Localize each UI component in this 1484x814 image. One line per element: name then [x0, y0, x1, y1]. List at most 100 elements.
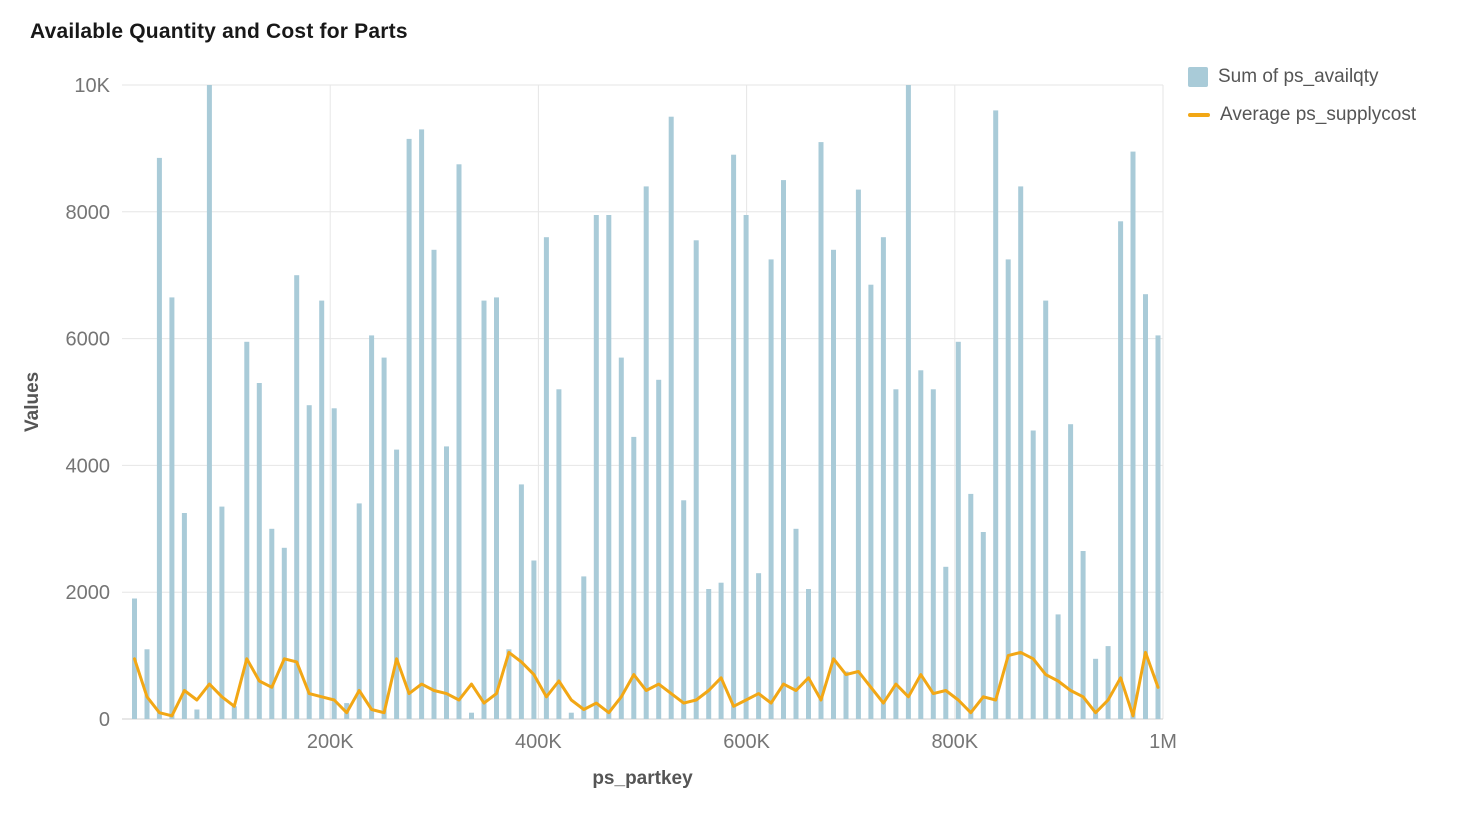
bar[interactable] — [656, 379, 662, 719]
bar[interactable] — [1005, 259, 1011, 719]
bar[interactable] — [169, 297, 175, 719]
bar[interactable] — [506, 649, 512, 719]
bar[interactable] — [843, 671, 849, 720]
bar[interactable] — [269, 528, 275, 719]
x-tick-label: 800K — [931, 731, 978, 753]
bar[interactable] — [1155, 335, 1161, 719]
bar[interactable] — [768, 259, 774, 719]
x-tick-label: 1M — [1149, 731, 1177, 753]
bar[interactable] — [930, 389, 936, 719]
bar[interactable] — [968, 493, 974, 719]
x-tick-label: 600K — [723, 731, 770, 753]
bar[interactable] — [706, 589, 712, 719]
bar[interactable] — [955, 341, 961, 719]
bar[interactable] — [631, 436, 637, 719]
bar[interactable] — [244, 341, 250, 719]
bar[interactable] — [831, 249, 836, 720]
bar[interactable] — [469, 712, 474, 719]
bar[interactable] — [206, 85, 212, 719]
bar[interactable] — [855, 189, 861, 720]
y-tick-label: 2000 — [66, 582, 111, 604]
bar[interactable] — [1080, 551, 1086, 719]
legend-item-supplycost[interactable]: Average ps_supplycost — [1188, 104, 1416, 126]
bar[interactable] — [256, 383, 262, 719]
bar[interactable] — [818, 142, 824, 720]
bar[interactable] — [918, 370, 924, 719]
bar[interactable] — [743, 215, 749, 719]
bar[interactable] — [756, 573, 762, 719]
bar[interactable] — [868, 284, 874, 719]
bar[interactable] — [643, 186, 649, 719]
bar[interactable] — [194, 709, 200, 720]
bar[interactable] — [606, 215, 612, 719]
bar[interactable] — [1130, 151, 1136, 720]
bar[interactable] — [144, 649, 150, 719]
bar[interactable] — [406, 138, 412, 719]
bar[interactable] — [494, 297, 499, 719]
bar[interactable] — [880, 237, 886, 719]
legend-swatch-bar — [1188, 67, 1208, 87]
bar[interactable] — [181, 513, 187, 719]
bar[interactable] — [581, 576, 587, 719]
bar[interactable] — [481, 300, 487, 719]
y-tick-label: 6000 — [66, 329, 111, 351]
x-tick-label: 400K — [515, 731, 562, 753]
bar[interactable] — [1118, 221, 1124, 720]
bar[interactable] — [543, 237, 549, 719]
bar[interactable] — [1105, 646, 1111, 719]
bar[interactable] — [731, 154, 737, 719]
bar[interactable] — [980, 532, 986, 719]
bar[interactable] — [394, 449, 400, 719]
bar[interactable] — [444, 446, 449, 719]
bar[interactable] — [331, 408, 337, 719]
bar[interactable] — [456, 164, 462, 720]
legend: Sum of ps_availqty Average ps_supplycost — [1188, 66, 1416, 126]
bar[interactable] — [893, 389, 899, 719]
y-tick-label: 10K — [74, 75, 110, 97]
bar[interactable] — [1143, 294, 1148, 719]
bar[interactable] — [1043, 300, 1049, 719]
bar[interactable] — [231, 706, 237, 719]
bar[interactable] — [618, 357, 624, 719]
bar[interactable] — [1030, 430, 1036, 720]
x-axis-title: ps_partkey — [592, 768, 693, 789]
bar[interactable] — [1055, 614, 1061, 719]
bar[interactable] — [356, 503, 362, 719]
bar[interactable] — [381, 357, 387, 719]
bar[interactable] — [793, 528, 799, 719]
bar[interactable] — [556, 389, 562, 719]
y-tick-label: 0 — [99, 709, 110, 731]
x-tick-label: 200K — [307, 731, 354, 753]
bar[interactable] — [681, 500, 687, 719]
bar[interactable] — [281, 547, 287, 719]
bar[interactable] — [156, 157, 162, 719]
bar[interactable] — [668, 116, 674, 719]
bar[interactable] — [943, 566, 949, 719]
legend-swatch-line — [1188, 113, 1210, 117]
bar[interactable] — [593, 215, 599, 719]
average-line — [133, 650, 1160, 718]
bar[interactable] — [419, 129, 425, 719]
bar[interactable] — [306, 405, 312, 719]
legend-item-availqty[interactable]: Sum of ps_availqty — [1188, 66, 1416, 88]
bar[interactable] — [905, 85, 911, 719]
bar[interactable] — [1018, 186, 1024, 719]
bar[interactable] — [431, 249, 437, 720]
bar[interactable] — [1093, 658, 1099, 719]
bar[interactable] — [993, 110, 999, 719]
bar[interactable] — [219, 506, 225, 719]
bar[interactable] — [294, 275, 300, 719]
bar[interactable] — [781, 180, 786, 720]
bar[interactable] — [1068, 424, 1074, 719]
bar[interactable] — [518, 484, 524, 719]
bar[interactable] — [718, 582, 724, 719]
bar[interactable] — [369, 335, 375, 719]
legend-label-availqty: Sum of ps_availqty — [1218, 66, 1379, 87]
bar[interactable] — [568, 712, 574, 719]
bar[interactable] — [806, 589, 811, 719]
bar[interactable] — [319, 300, 325, 719]
bar[interactable] — [531, 560, 537, 720]
y-tick-label: 4000 — [66, 455, 111, 477]
bar[interactable] — [693, 240, 699, 720]
